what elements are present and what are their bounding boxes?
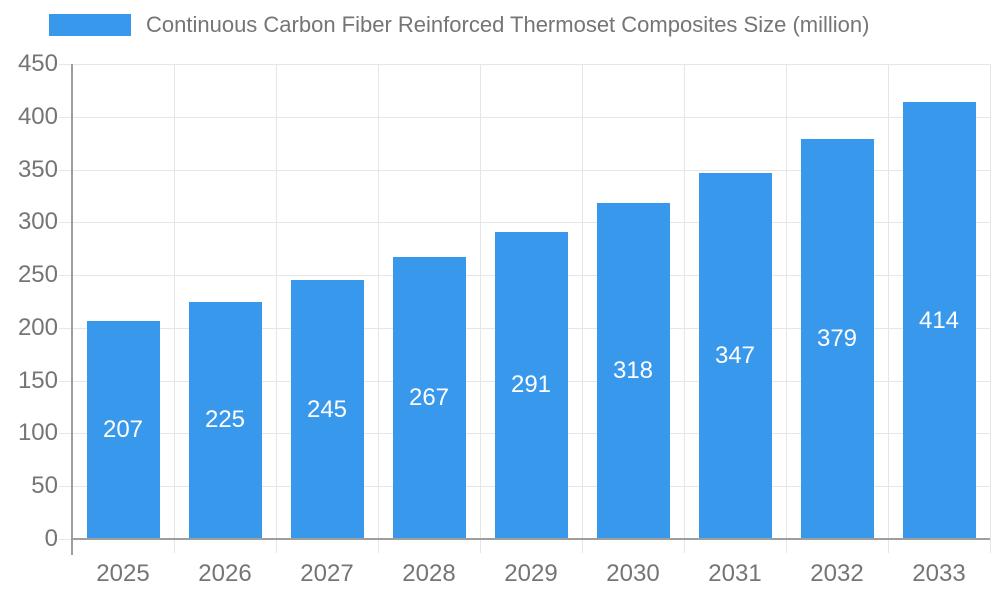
legend-swatch [49, 14, 131, 36]
y-tick [59, 275, 72, 277]
y-tick-label: 0 [44, 525, 58, 552]
x-tick-label: 2026 [198, 560, 252, 587]
bar-value-label: 225 [204, 406, 246, 434]
x-gridline [888, 64, 889, 539]
x-tick [378, 539, 379, 553]
y-tick [59, 169, 72, 171]
y-tick-label: 350 [17, 155, 58, 183]
y-tick [59, 116, 72, 118]
x-gridline [174, 64, 175, 539]
x-tick-label: 2033 [912, 560, 966, 587]
bar-2027[interactable]: 245 [290, 280, 364, 539]
y-gridline [72, 169, 990, 171]
y-tick [59, 486, 72, 488]
bar-2025[interactable]: 207 [86, 320, 160, 539]
x-tick-label: 2032 [810, 560, 864, 587]
y-tick-label: 450 [17, 50, 58, 77]
y-tick-label: 250 [17, 261, 58, 289]
y-tick-label: 100 [17, 419, 58, 447]
y-axis-line [71, 64, 73, 555]
legend-item[interactable]: Continuous Carbon Fiber Reinforced Therm… [49, 12, 869, 38]
x-gridline [786, 64, 787, 539]
x-tick [174, 539, 175, 553]
bar-2030[interactable]: 318 [596, 203, 670, 539]
y-tick-label: 150 [17, 366, 58, 394]
y-gridline [72, 64, 990, 65]
y-tick [59, 380, 72, 382]
bar-2028[interactable]: 267 [392, 257, 466, 539]
x-gridline [582, 64, 583, 539]
bar-value-label: 379 [816, 324, 858, 352]
x-tick-label: 2025 [96, 560, 150, 587]
x-tick-label: 2031 [708, 560, 762, 587]
bar-2032[interactable]: 379 [800, 138, 874, 539]
bar-value-label: 414 [918, 306, 960, 334]
y-tick-label: 300 [17, 208, 58, 236]
y-gridline [72, 222, 990, 224]
x-tick [888, 539, 889, 553]
x-tick-label: 2027 [300, 560, 354, 587]
x-gridline [378, 64, 379, 539]
x-tick [480, 539, 481, 553]
x-tick-label: 2030 [606, 560, 660, 587]
y-tick-label: 50 [31, 472, 58, 500]
x-gridline [480, 64, 481, 539]
bar-value-label: 207 [102, 415, 144, 443]
x-gridline [684, 64, 685, 539]
legend-label: Continuous Carbon Fiber Reinforced Therm… [146, 12, 870, 37]
bar-2026[interactable]: 225 [188, 301, 262, 539]
x-tick [684, 539, 685, 553]
bar-2033[interactable]: 414 [902, 102, 976, 539]
x-tick [990, 539, 991, 553]
x-gridline [276, 64, 277, 539]
y-tick [59, 327, 72, 329]
bar-value-label: 245 [306, 395, 348, 423]
x-tick [276, 539, 277, 553]
y-tick-label: 200 [17, 313, 58, 341]
x-tick-label: 2029 [504, 560, 558, 587]
x-tick [582, 539, 583, 553]
x-gridline [990, 64, 991, 539]
y-tick [59, 539, 72, 540]
bar-value-label: 318 [612, 357, 654, 385]
y-gridline [72, 116, 990, 118]
x-axis-line [71, 538, 990, 540]
bar-2031[interactable]: 347 [698, 172, 772, 539]
y-tick-label: 400 [17, 102, 58, 130]
y-tick [59, 222, 72, 224]
bar-value-label: 347 [714, 341, 756, 369]
y-tick [59, 64, 72, 65]
y-tick [59, 433, 72, 435]
x-tick [786, 539, 787, 553]
x-tick-label: 2028 [402, 560, 456, 587]
bar-2029[interactable]: 291 [494, 231, 568, 539]
bar-value-label: 291 [510, 371, 552, 399]
bar-value-label: 267 [408, 384, 450, 412]
